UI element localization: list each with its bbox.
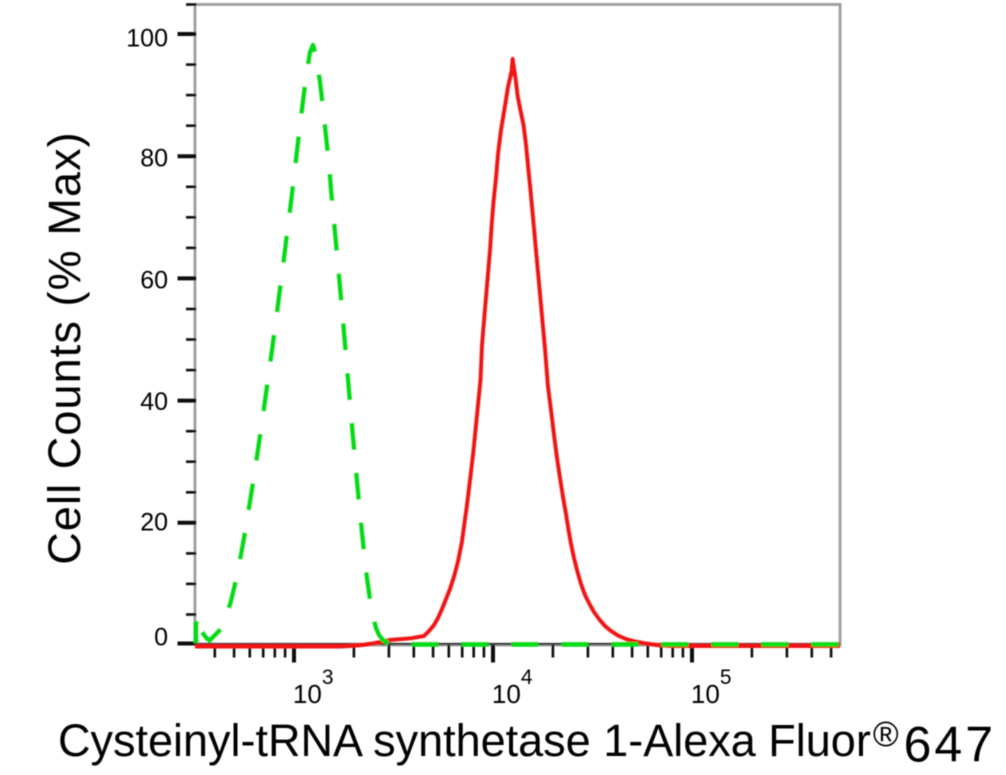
svg-text:80: 80 xyxy=(140,144,168,172)
svg-text:103: 103 xyxy=(293,666,334,709)
svg-text:104: 104 xyxy=(492,666,533,709)
svg-text:Cell Counts (% Max): Cell Counts (% Max) xyxy=(39,131,90,565)
svg-text:40: 40 xyxy=(140,388,168,416)
svg-text:60: 60 xyxy=(140,266,168,294)
svg-text:100: 100 xyxy=(126,24,168,52)
svg-text:105: 105 xyxy=(691,666,732,709)
svg-text:Cysteinyl-tRNA synthetase 1-Al: Cysteinyl-tRNA synthetase 1-Alexa Fluor®… xyxy=(58,715,996,773)
svg-text:20: 20 xyxy=(140,508,168,536)
svg-text:0: 0 xyxy=(154,623,168,651)
